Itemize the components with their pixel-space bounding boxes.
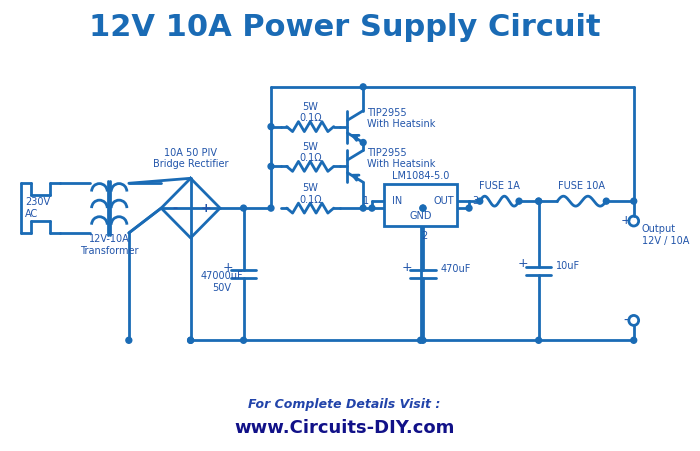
Circle shape xyxy=(188,337,193,343)
Circle shape xyxy=(536,198,542,204)
Text: TIP2955
With Heatsink: TIP2955 With Heatsink xyxy=(367,147,435,169)
Text: 47000uF
50V: 47000uF 50V xyxy=(201,272,244,293)
Circle shape xyxy=(126,337,132,343)
Text: -: - xyxy=(624,313,629,327)
Circle shape xyxy=(268,205,274,211)
Circle shape xyxy=(360,205,366,211)
Circle shape xyxy=(241,205,246,211)
Text: +: + xyxy=(517,257,528,270)
Circle shape xyxy=(420,205,426,211)
Text: 5W
0.1Ω: 5W 0.1Ω xyxy=(299,142,321,163)
Text: +: + xyxy=(621,213,631,226)
Text: Output
12V / 10A: Output 12V / 10A xyxy=(642,224,689,246)
Circle shape xyxy=(360,84,366,90)
Text: +: + xyxy=(223,261,233,274)
Text: 2: 2 xyxy=(421,231,428,241)
Circle shape xyxy=(603,198,609,204)
Text: TIP2955
With Heatsink: TIP2955 With Heatsink xyxy=(367,108,435,129)
Text: www.Circuits-DIY.com: www.Circuits-DIY.com xyxy=(234,419,455,437)
FancyBboxPatch shape xyxy=(384,184,457,226)
Circle shape xyxy=(369,205,375,211)
Text: 1: 1 xyxy=(363,196,369,206)
Circle shape xyxy=(360,139,366,146)
Text: +: + xyxy=(201,202,211,215)
Circle shape xyxy=(536,337,542,343)
Text: 12V-10A
Transformer: 12V-10A Transformer xyxy=(80,234,139,256)
Circle shape xyxy=(188,337,193,343)
Circle shape xyxy=(631,198,637,204)
Text: IN: IN xyxy=(392,196,402,206)
Text: 12V 10A Power Supply Circuit: 12V 10A Power Supply Circuit xyxy=(89,13,601,42)
Circle shape xyxy=(477,198,483,204)
Text: 5W
0.1Ω: 5W 0.1Ω xyxy=(299,184,321,205)
Circle shape xyxy=(466,205,472,211)
Text: For Complete Details Visit :: For Complete Details Visit : xyxy=(248,398,441,411)
Text: 230V
AC: 230V AC xyxy=(25,197,50,219)
Text: 5W
0.1Ω: 5W 0.1Ω xyxy=(299,102,321,124)
Text: OUT: OUT xyxy=(433,196,454,206)
Circle shape xyxy=(420,205,426,211)
Text: 470uF: 470uF xyxy=(440,264,471,274)
Text: 3: 3 xyxy=(472,196,478,206)
Circle shape xyxy=(268,124,274,129)
Circle shape xyxy=(631,337,637,343)
Text: LM1084-5.0: LM1084-5.0 xyxy=(392,171,449,181)
Circle shape xyxy=(420,337,426,343)
Text: 10uF: 10uF xyxy=(556,261,580,271)
Text: FUSE 1A: FUSE 1A xyxy=(479,181,520,191)
Text: FUSE 10A: FUSE 10A xyxy=(559,181,606,191)
Circle shape xyxy=(241,337,246,343)
Text: -: - xyxy=(172,202,178,215)
Text: 10A 50 PIV
Bridge Rectifier: 10A 50 PIV Bridge Rectifier xyxy=(153,147,228,169)
Circle shape xyxy=(516,198,522,204)
Circle shape xyxy=(536,198,542,204)
Circle shape xyxy=(268,163,274,169)
Text: +: + xyxy=(402,261,412,274)
Circle shape xyxy=(418,337,424,343)
Text: GND: GND xyxy=(410,211,432,221)
